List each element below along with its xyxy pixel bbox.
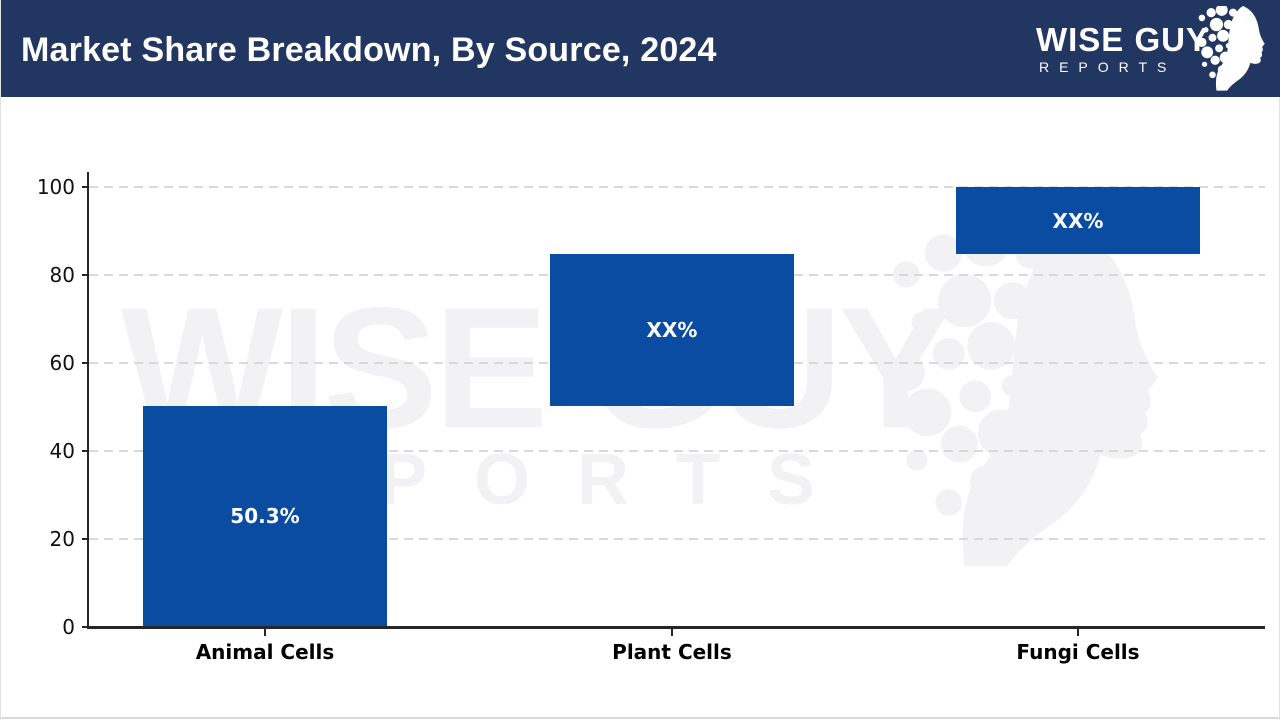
y-tick-label-80: 80: [49, 263, 75, 287]
x-tick-2: [671, 629, 673, 636]
waterfall-chart: 0 20 40 60 80 100 50.3% XX% XX% Animal Cells Plant…: [1, 97, 1280, 720]
y-tick-20: [82, 538, 89, 540]
gridline-20: [89, 538, 1265, 540]
x-tick-1: [264, 629, 266, 636]
x-label-plant-cells: Plant Cells: [612, 640, 732, 664]
brand-logo: WISE GUY REPORTS: [1036, 4, 1271, 94]
y-tick-80: [82, 274, 89, 276]
y-tick-60: [82, 362, 89, 364]
y-tick-label-60: 60: [49, 351, 75, 375]
gridline-40: [89, 450, 1265, 452]
bar-value-label: 50.3%: [230, 504, 300, 529]
y-tick-label-0: 0: [62, 615, 75, 639]
x-label-animal-cells: Animal Cells: [195, 640, 335, 664]
header-bar: Market Share Breakdown, By Source, 2024 …: [1, 0, 1280, 97]
bar-animal-cells: 50.3%: [143, 405, 387, 627]
page-title: Market Share Breakdown, By Source, 2024: [21, 31, 717, 69]
dotted-head-icon: [1197, 6, 1265, 91]
x-label-fungi-cells: Fungi Cells: [1016, 640, 1140, 664]
gridline-100: [89, 186, 1265, 188]
bar-fungi-cells: XX%: [956, 187, 1200, 255]
y-tick-40: [82, 450, 89, 452]
brand-logo-line2: REPORTS: [1038, 59, 1177, 75]
y-axis-line: [87, 172, 89, 628]
bar-value-label: XX%: [1052, 208, 1104, 233]
brand-logo-text: WISE GUY REPORTS: [1036, 23, 1209, 75]
x-axis-line: [87, 626, 1265, 629]
bottom-border-line: [1, 717, 1279, 719]
y-tick-0: [82, 626, 89, 628]
y-tick-label-40: 40: [49, 439, 75, 463]
bar-value-label: XX%: [646, 317, 698, 342]
x-tick-3: [1077, 629, 1079, 636]
y-tick-label-20: 20: [49, 527, 75, 551]
y-tick-label-100: 100: [36, 175, 75, 199]
bar-plant-cells: XX%: [550, 254, 794, 406]
y-tick-100: [82, 186, 89, 188]
brand-logo-line1: WISE GUY: [1035, 21, 1209, 58]
